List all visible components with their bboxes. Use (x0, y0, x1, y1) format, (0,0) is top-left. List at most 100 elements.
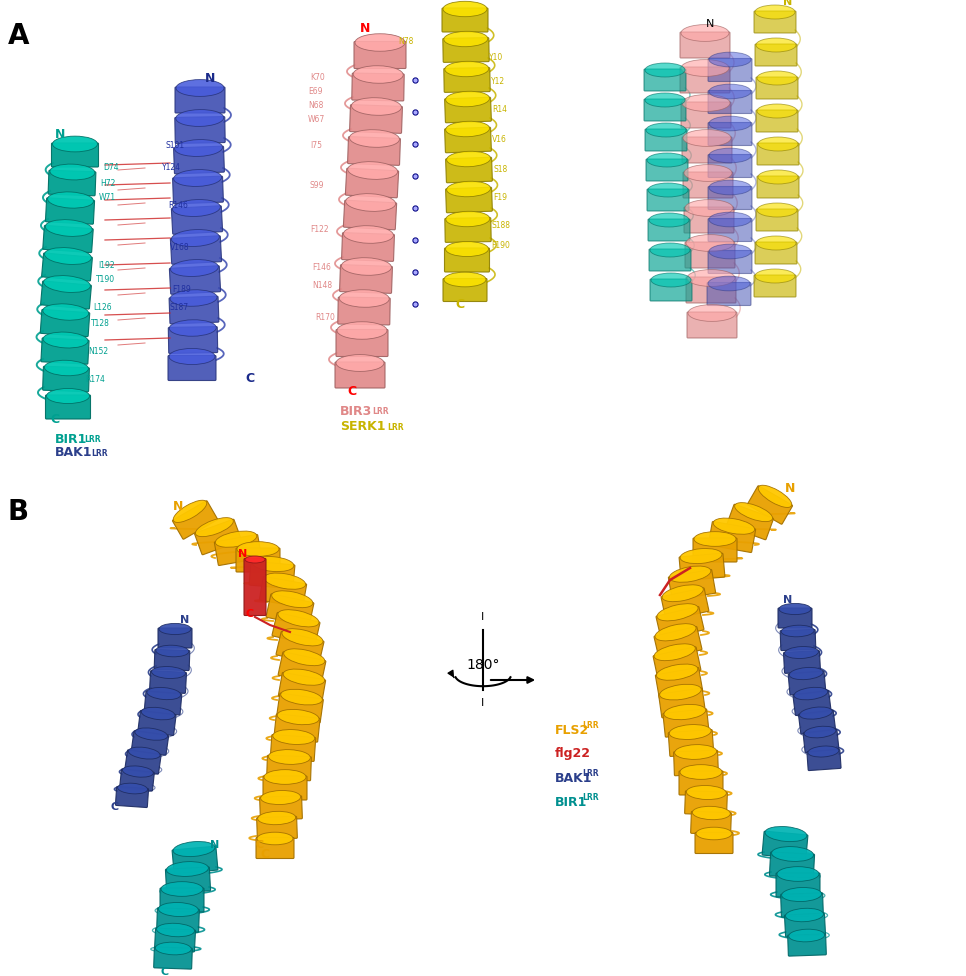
FancyBboxPatch shape (685, 242, 735, 268)
Ellipse shape (789, 668, 823, 679)
FancyBboxPatch shape (336, 330, 388, 356)
Ellipse shape (215, 531, 257, 548)
FancyBboxPatch shape (756, 110, 798, 132)
Ellipse shape (681, 24, 729, 41)
FancyBboxPatch shape (278, 672, 326, 704)
Text: C: C (161, 967, 169, 976)
FancyBboxPatch shape (125, 750, 161, 774)
Ellipse shape (758, 137, 798, 151)
FancyBboxPatch shape (43, 225, 93, 253)
Ellipse shape (170, 290, 217, 306)
Text: I: I (481, 612, 485, 622)
Ellipse shape (709, 52, 751, 66)
FancyBboxPatch shape (686, 277, 736, 303)
Ellipse shape (118, 783, 148, 793)
Ellipse shape (52, 136, 98, 152)
FancyBboxPatch shape (445, 157, 493, 183)
Ellipse shape (50, 164, 95, 180)
Text: 180°: 180° (467, 658, 499, 672)
FancyBboxPatch shape (683, 172, 733, 198)
FancyBboxPatch shape (781, 893, 823, 917)
Ellipse shape (648, 183, 688, 197)
FancyBboxPatch shape (680, 32, 730, 58)
Text: C: C (50, 413, 60, 426)
Ellipse shape (446, 151, 491, 167)
FancyBboxPatch shape (793, 690, 831, 715)
Ellipse shape (45, 220, 92, 236)
Ellipse shape (283, 670, 325, 685)
Ellipse shape (173, 841, 215, 857)
FancyBboxPatch shape (348, 137, 401, 165)
FancyBboxPatch shape (131, 731, 169, 755)
Ellipse shape (656, 664, 697, 680)
Ellipse shape (158, 903, 198, 916)
Ellipse shape (43, 332, 88, 348)
Ellipse shape (669, 724, 711, 740)
FancyBboxPatch shape (803, 729, 838, 752)
FancyBboxPatch shape (645, 129, 687, 151)
Text: L126: L126 (93, 304, 112, 312)
Text: S18: S18 (493, 166, 507, 175)
FancyBboxPatch shape (778, 608, 812, 628)
FancyBboxPatch shape (51, 143, 99, 167)
Ellipse shape (156, 942, 191, 955)
Text: B: B (8, 498, 29, 526)
Ellipse shape (709, 244, 751, 259)
FancyBboxPatch shape (679, 771, 723, 795)
Text: LRR: LRR (387, 423, 404, 431)
Ellipse shape (647, 153, 687, 167)
Text: N: N (239, 549, 247, 559)
FancyBboxPatch shape (762, 832, 808, 859)
Ellipse shape (445, 241, 489, 257)
Ellipse shape (669, 566, 711, 583)
Ellipse shape (284, 649, 325, 666)
Text: E69: E69 (308, 88, 323, 97)
Ellipse shape (175, 140, 222, 156)
FancyBboxPatch shape (755, 44, 797, 66)
Text: N78: N78 (398, 37, 413, 47)
Ellipse shape (173, 501, 207, 522)
Ellipse shape (252, 556, 294, 572)
FancyBboxPatch shape (120, 769, 155, 792)
FancyBboxPatch shape (156, 908, 199, 932)
Ellipse shape (271, 590, 313, 608)
Text: Y12: Y12 (491, 77, 505, 87)
Text: Y10: Y10 (489, 54, 503, 62)
FancyBboxPatch shape (685, 791, 727, 815)
Text: F19: F19 (493, 193, 507, 202)
Ellipse shape (195, 517, 234, 537)
FancyBboxPatch shape (663, 709, 709, 737)
Ellipse shape (176, 109, 224, 127)
FancyBboxPatch shape (335, 362, 385, 388)
Ellipse shape (688, 305, 736, 321)
Ellipse shape (683, 130, 731, 146)
FancyBboxPatch shape (656, 606, 704, 639)
FancyBboxPatch shape (244, 558, 266, 616)
Ellipse shape (755, 269, 795, 283)
Ellipse shape (336, 354, 384, 372)
FancyBboxPatch shape (116, 787, 149, 807)
Text: N68: N68 (308, 102, 324, 110)
Ellipse shape (808, 746, 838, 757)
Ellipse shape (156, 923, 194, 937)
FancyBboxPatch shape (270, 735, 316, 761)
Text: LRR: LRR (372, 408, 388, 417)
Ellipse shape (277, 710, 319, 725)
Ellipse shape (272, 729, 315, 745)
Text: BAK1: BAK1 (555, 771, 592, 785)
Text: R14: R14 (492, 105, 507, 114)
FancyBboxPatch shape (647, 189, 689, 211)
FancyBboxPatch shape (691, 811, 731, 834)
Ellipse shape (660, 684, 701, 700)
FancyBboxPatch shape (41, 281, 92, 309)
FancyBboxPatch shape (260, 577, 306, 607)
FancyBboxPatch shape (174, 146, 224, 174)
Ellipse shape (355, 34, 405, 52)
FancyBboxPatch shape (168, 355, 216, 381)
Ellipse shape (755, 5, 795, 19)
Ellipse shape (757, 104, 797, 118)
FancyBboxPatch shape (168, 327, 217, 353)
Text: N: N (181, 615, 189, 625)
FancyBboxPatch shape (757, 143, 799, 165)
FancyBboxPatch shape (354, 42, 406, 68)
